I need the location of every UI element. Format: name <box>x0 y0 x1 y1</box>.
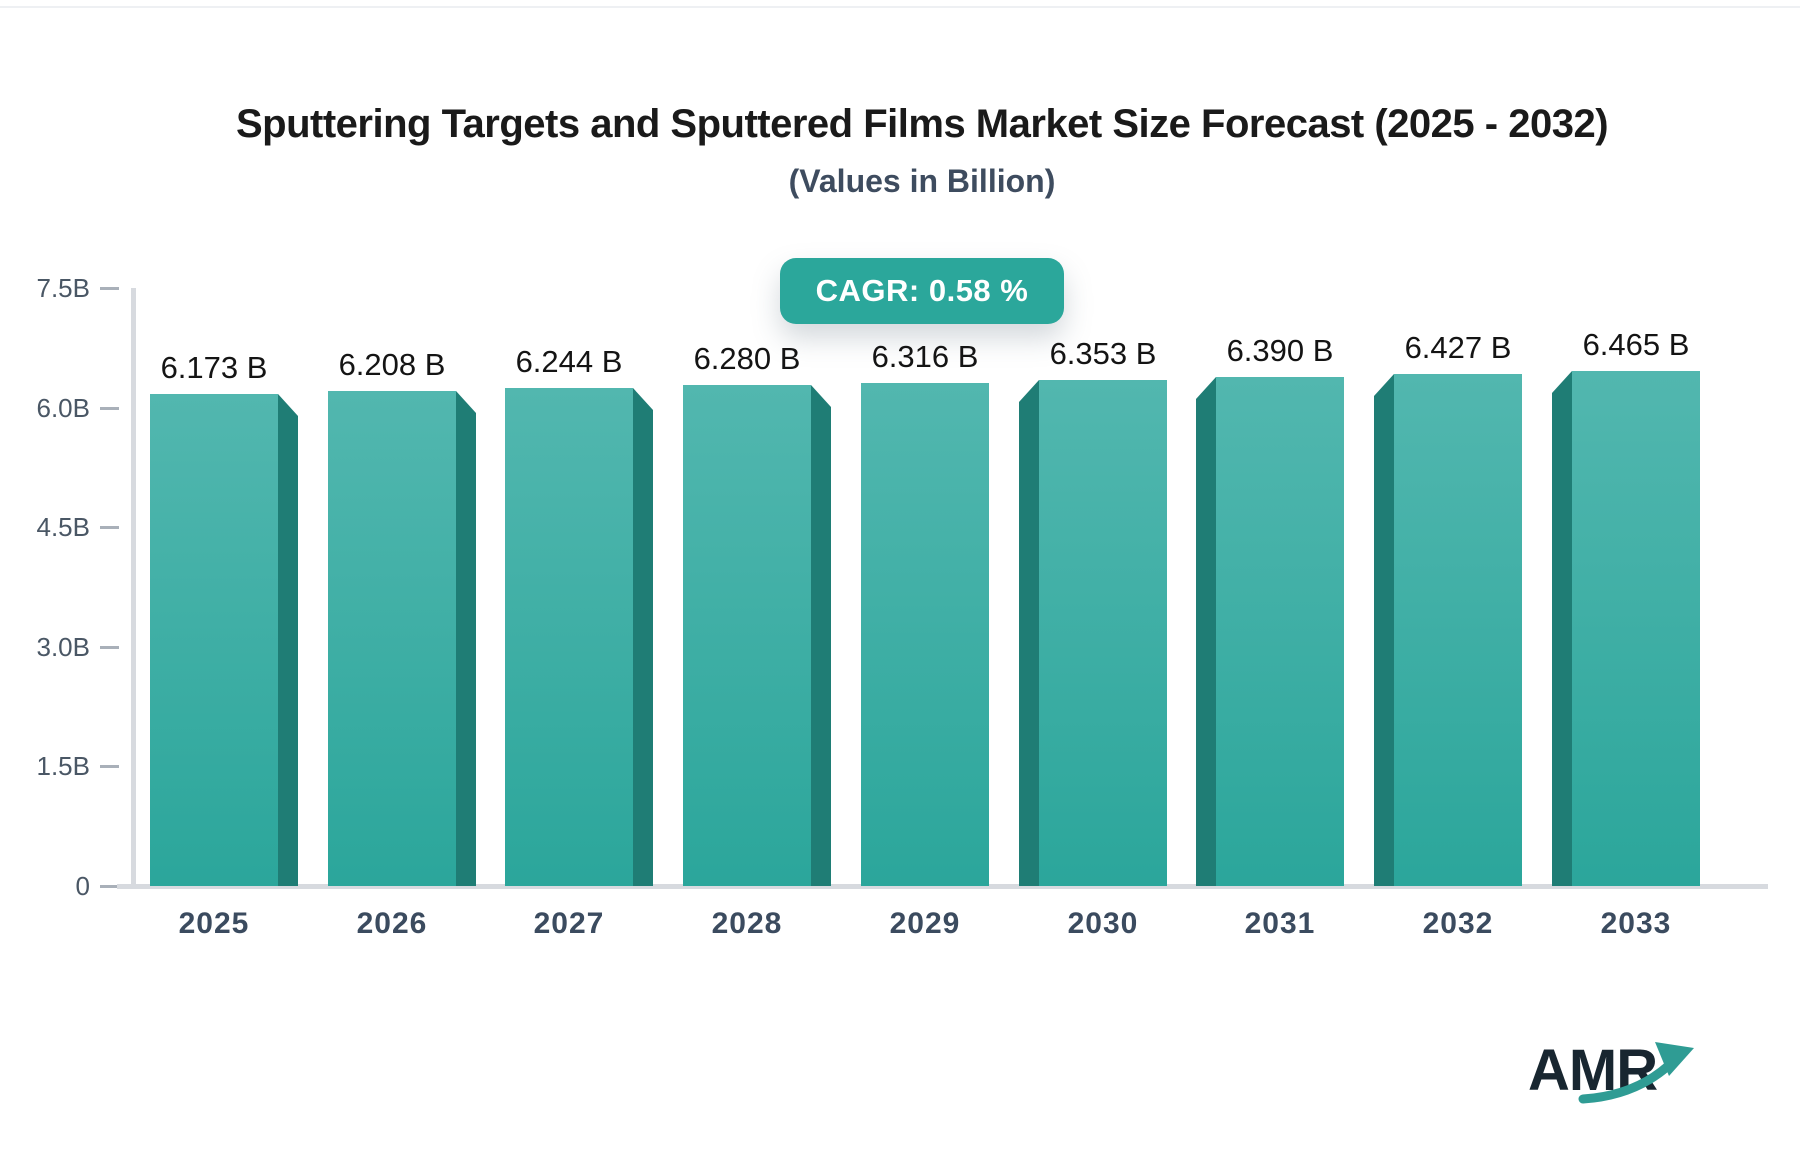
y-axis-tick-dash <box>100 646 119 649</box>
bar <box>683 385 811 886</box>
bar-value-label: 6.465 B <box>1582 327 1690 362</box>
bar-value-label: 6.390 B <box>1226 333 1334 368</box>
y-axis-line <box>131 288 136 889</box>
bar-3d-side <box>1552 371 1572 886</box>
x-axis-label: 2033 <box>1600 907 1672 940</box>
y-axis-tick-dash <box>100 526 119 529</box>
cagr-badge-row: CAGR: 0.58 % <box>44 258 1800 324</box>
logo-arrow-head-icon <box>1655 1042 1694 1076</box>
cagr-badge: CAGR: 0.58 % <box>779 258 1065 324</box>
y-axis-tick-dash <box>100 407 119 410</box>
x-axis-label: 2030 <box>1067 907 1139 940</box>
y-axis-tick-dash <box>100 287 119 290</box>
bar-3d-side <box>1019 380 1039 886</box>
bar-3d-side <box>456 391 476 886</box>
bar-3d-side <box>633 388 653 886</box>
bar-3d-side <box>1374 374 1394 886</box>
bar-value-label: 6.427 B <box>1404 330 1512 365</box>
x-axis-label: 2029 <box>889 907 961 940</box>
bar <box>328 391 456 886</box>
amr-logo: AMR <box>1528 1038 1694 1104</box>
bar-value-label: 6.244 B <box>515 344 623 379</box>
bar-value-label: 6.280 B <box>693 341 801 376</box>
x-axis-label: 2026 <box>356 907 428 940</box>
bar-value-label: 6.173 B <box>160 350 268 385</box>
bar-value-label: 6.316 B <box>871 339 979 374</box>
x-axis-label: 2025 <box>178 907 250 940</box>
bar <box>1572 371 1700 886</box>
bar-3d-side <box>278 394 298 886</box>
page-title: Sputtering Targets and Sputtered Films M… <box>235 102 1609 146</box>
bar <box>1216 377 1344 886</box>
bar-3d-side <box>811 385 831 886</box>
y-axis-tick-label: 6.0B <box>36 393 91 423</box>
x-axis-label: 2028 <box>711 907 783 940</box>
bar-value-label: 6.208 B <box>338 347 446 382</box>
bar <box>861 383 989 886</box>
logo-text: AMR <box>1528 1038 1657 1103</box>
bar-3d-side <box>1196 377 1216 886</box>
bar <box>150 394 278 886</box>
y-axis-tick-dash <box>100 765 119 768</box>
bar-value-label: 6.353 B <box>1049 336 1157 371</box>
y-axis-tick-label: 3.0B <box>36 632 91 662</box>
logo-arrow-tail-icon <box>1578 1061 1673 1104</box>
window-top-edge <box>0 6 1800 8</box>
y-axis-tick-label: 7.5B <box>36 273 91 303</box>
page-subtitle: (Values in Billion) <box>788 163 1056 199</box>
x-axis-label: 2027 <box>533 907 605 940</box>
bar <box>1039 380 1167 886</box>
y-axis-tick-label: 1.5B <box>36 751 91 781</box>
bar <box>1394 374 1522 886</box>
x-axis-label: 2031 <box>1244 907 1316 940</box>
y-axis-tick-dash <box>100 885 119 888</box>
bar <box>505 388 633 886</box>
x-axis-baseline <box>117 884 1768 889</box>
x-axis-label: 2032 <box>1422 907 1494 940</box>
y-axis-tick-label: 0 <box>75 871 90 901</box>
y-axis-tick-label: 4.5B <box>36 512 91 542</box>
